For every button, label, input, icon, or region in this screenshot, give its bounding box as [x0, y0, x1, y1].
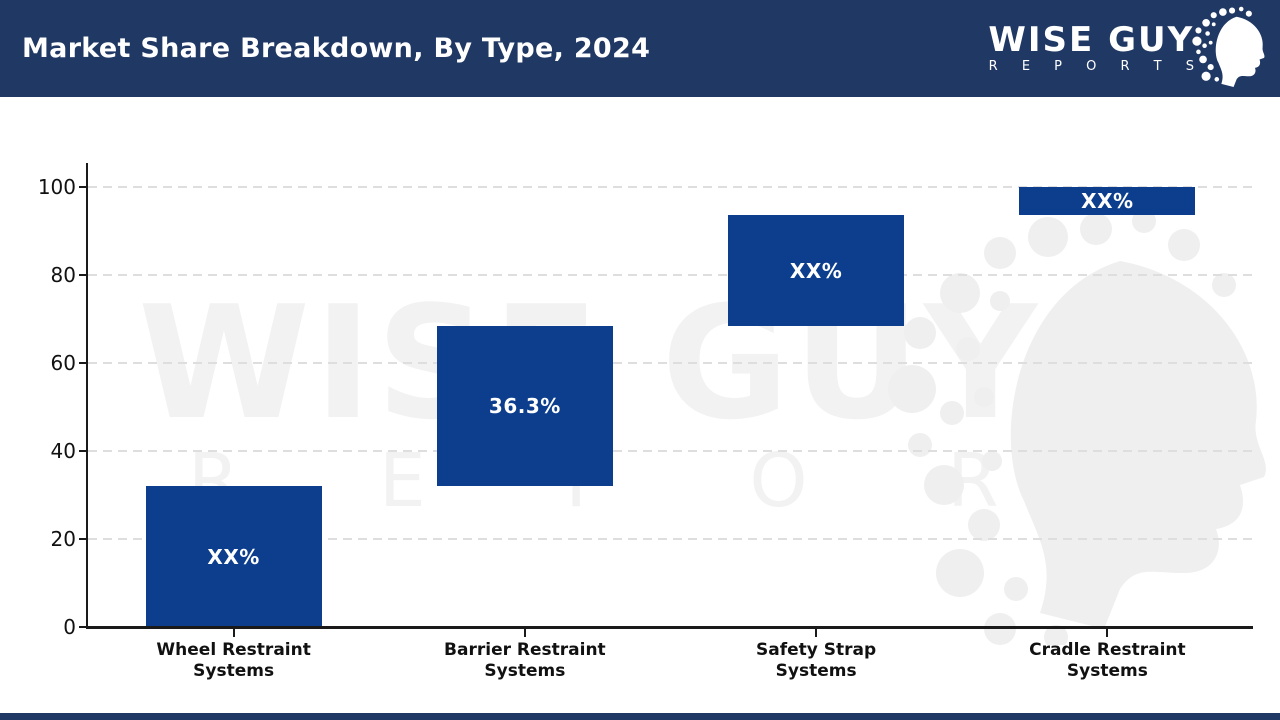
y-tick-label-80: 80 [50, 263, 76, 287]
gridline-20 [88, 538, 1253, 540]
x-axis [86, 626, 1253, 629]
x-axis-tick-1 [523, 629, 526, 637]
bar-0 [145, 486, 322, 627]
category-label-line2: Systems [193, 661, 275, 681]
bar-value-label-1: 36.3% [488, 394, 561, 419]
bar-value-label-2: XX% [789, 258, 843, 283]
footer-bar [0, 713, 1280, 720]
y-axis-tick-80 [79, 274, 88, 276]
bar-1 [436, 326, 613, 487]
bar-3 [1019, 187, 1196, 215]
y-axis-tick-40 [79, 450, 88, 452]
bar-2 [728, 214, 905, 327]
category-label-line1: Wheel Restraint [156, 640, 311, 660]
category-label-line1: Cradle Restraint [1029, 640, 1186, 660]
y-axis-tick-60 [79, 362, 88, 364]
y-tick-label-20: 20 [50, 527, 76, 551]
brand-logo-text: WISE GUY R E P O R T S [979, 22, 1204, 75]
brand-logo-subtitle: R E P O R T S [988, 58, 1204, 74]
brand-logo: WISE GUY R E P O R T S [979, 6, 1268, 90]
gridline-60 [88, 362, 1253, 364]
page-title: Market Share Breakdown, By Type, 2024 [22, 33, 651, 64]
brand-logo-face-icon [1192, 6, 1265, 87]
y-tick-label-60: 60 [50, 351, 76, 375]
x-axis-tick-2 [815, 629, 818, 637]
y-axis-tick-20 [79, 538, 88, 540]
category-label-2: Safety Strap Systems [676, 640, 956, 682]
gridline-40 [88, 450, 1253, 452]
category-label-line1: Barrier Restraint [444, 640, 606, 660]
y-axis-tick-0 [79, 626, 88, 628]
y-tick-label-100: 100 [37, 175, 76, 199]
bar-value-label-0: XX% [207, 544, 260, 569]
category-label-3: Cradle Restraint Systems [967, 640, 1247, 682]
x-axis-tick-3 [1106, 629, 1109, 637]
brand-logo-name: WISE GUY [988, 19, 1195, 60]
gridline-80 [88, 274, 1253, 276]
x-axis-tick-0 [232, 629, 235, 637]
category-label-0: Wheel Restraint Systems [94, 640, 374, 682]
y-tick-label-40: 40 [50, 439, 76, 463]
watermark-face-icon [888, 209, 1266, 645]
y-axis [86, 163, 88, 629]
category-label-1: Barrier Restraint Systems [385, 640, 665, 682]
y-tick-label-0: 0 [63, 615, 76, 639]
gridline-100 [88, 186, 1253, 188]
category-label-line2: Systems [775, 661, 857, 681]
header-bar: Market Share Breakdown, By Type, 2024 WI… [0, 0, 1280, 97]
bar-value-label-3: XX% [1081, 188, 1134, 213]
category-label-line2: Systems [484, 661, 566, 681]
category-label-line1: Safety Strap [756, 640, 877, 660]
y-axis-tick-100 [79, 186, 88, 188]
category-label-line2: Systems [1066, 661, 1148, 681]
